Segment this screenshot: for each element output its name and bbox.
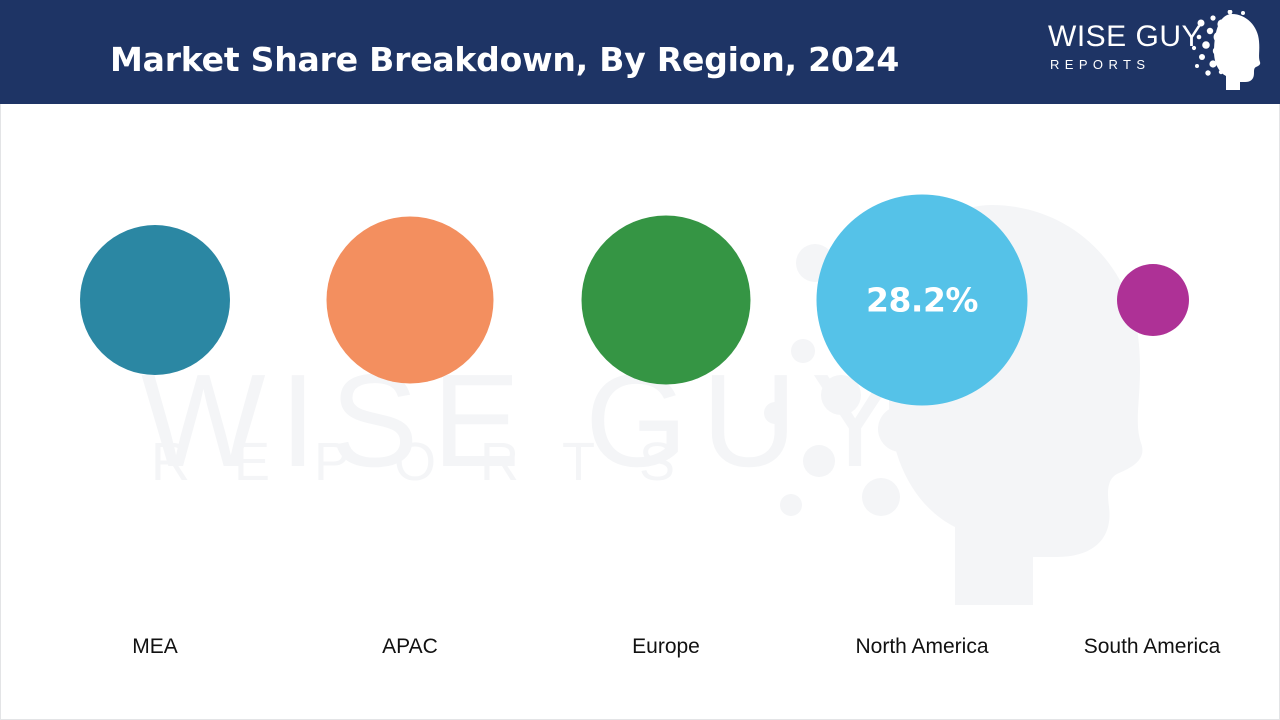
category-label-north-america: North America — [855, 635, 989, 658]
category-label-south-america: South America — [1083, 635, 1221, 658]
bubble-mea[interactable] — [80, 225, 230, 375]
brand-logo: WISE GUY REPORTS — [1048, 8, 1266, 96]
bubble-chart-plot-area: 28.2% MEA APAC Europe North America Sout… — [1, 105, 1279, 719]
category-label-europe: Europe — [632, 635, 700, 658]
bubble-south-america[interactable] — [1117, 264, 1189, 336]
header-band: Market Share Breakdown, By Region, 2024 … — [0, 0, 1280, 104]
bubble-apac[interactable] — [326, 216, 494, 384]
brand-wordmark: WISE GUY — [1048, 20, 1203, 53]
category-label-apac: APAC — [382, 635, 438, 658]
head-silhouette-icon — [1191, 10, 1261, 90]
bubble-europe[interactable] — [581, 215, 751, 385]
page-title: Market Share Breakdown, By Region, 2024 — [110, 40, 900, 79]
category-label-mea: MEA — [132, 635, 178, 658]
bubble-north-america[interactable]: 28.2% — [816, 194, 1028, 406]
brand-subword: REPORTS — [1050, 57, 1151, 72]
bubble-value-north-america: 28.2% — [866, 280, 979, 320]
